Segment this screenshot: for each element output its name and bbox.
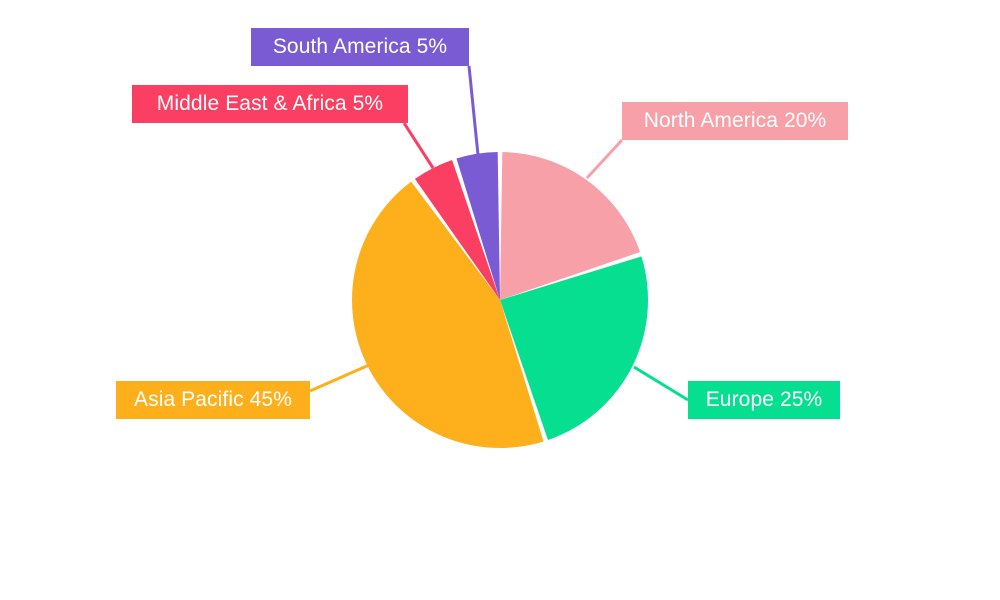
pie-slice-middle-east-africa[interactable] (414, 159, 500, 300)
leader-line (585, 138, 624, 180)
pie-slice-south-america[interactable] (456, 152, 500, 300)
pie-slice-asia-pacific[interactable] (352, 181, 544, 449)
pie-label-south-america[interactable]: South America 5% (251, 28, 469, 66)
pie-label-middle-east-africa[interactable]: Middle East & Africa 5% (132, 85, 408, 123)
pie-slice-europe[interactable] (500, 256, 649, 441)
leader-line (467, 65, 480, 156)
leader-lines-group (309, 65, 689, 402)
pie-label-asia-pacific[interactable]: Asia Pacific 45% (116, 381, 310, 419)
leader-line (633, 365, 689, 402)
leader-line (402, 122, 435, 169)
pie-label-europe[interactable]: Europe 25% (688, 381, 840, 419)
leader-line (309, 363, 370, 393)
pie-slice-north-america[interactable] (500, 152, 641, 300)
pie-label-north-america[interactable]: North America 20% (622, 102, 848, 140)
pie-slices-group (352, 152, 649, 449)
